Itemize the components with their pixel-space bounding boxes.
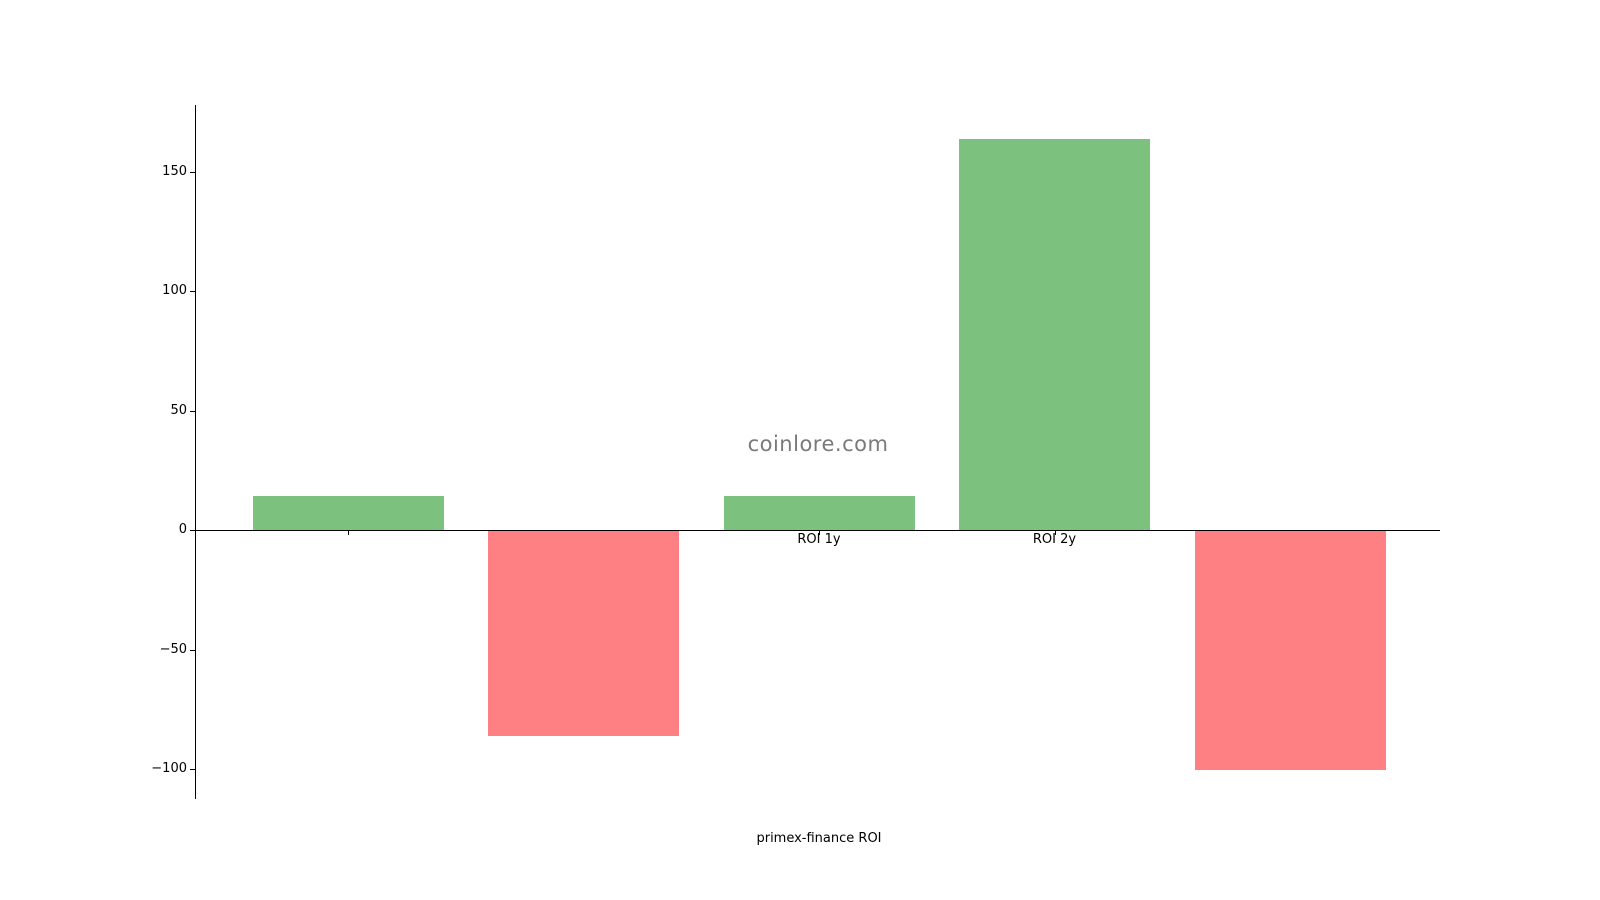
y-tick-label: 100 xyxy=(162,283,187,298)
x-axis-title: primex-finance ROI xyxy=(756,831,882,846)
x-tick xyxy=(819,531,820,535)
x-tick-label-roi-2y: ROI 2y xyxy=(1032,532,1077,547)
y-tick-label: 0 xyxy=(178,522,187,537)
y-tick xyxy=(190,410,195,412)
y-tick-label: −50 xyxy=(159,641,187,657)
y-tick xyxy=(190,530,195,531)
y-tick xyxy=(190,291,195,292)
x-tick-label-roi-1y: ROI 1y xyxy=(797,532,841,547)
bar-unlabeled-5 xyxy=(1194,531,1386,770)
y-tick-label: 50 xyxy=(170,402,187,418)
y-tick xyxy=(190,769,195,770)
y-axis-spine xyxy=(195,105,196,799)
y-tick-label: 150 xyxy=(162,163,187,179)
x-tick xyxy=(348,531,349,535)
y-tick-label: −100 xyxy=(151,761,187,776)
y-tick xyxy=(190,649,195,651)
zero-line xyxy=(195,530,1440,531)
bar-roi-2y xyxy=(959,138,1150,530)
bar-unlabeled-2 xyxy=(488,531,679,737)
y-tick xyxy=(190,171,195,173)
bar-unlabeled-1 xyxy=(252,496,444,530)
watermark: coinlore.com xyxy=(747,432,889,456)
x-tick xyxy=(1054,531,1056,535)
bar-roi-1y xyxy=(723,496,915,530)
